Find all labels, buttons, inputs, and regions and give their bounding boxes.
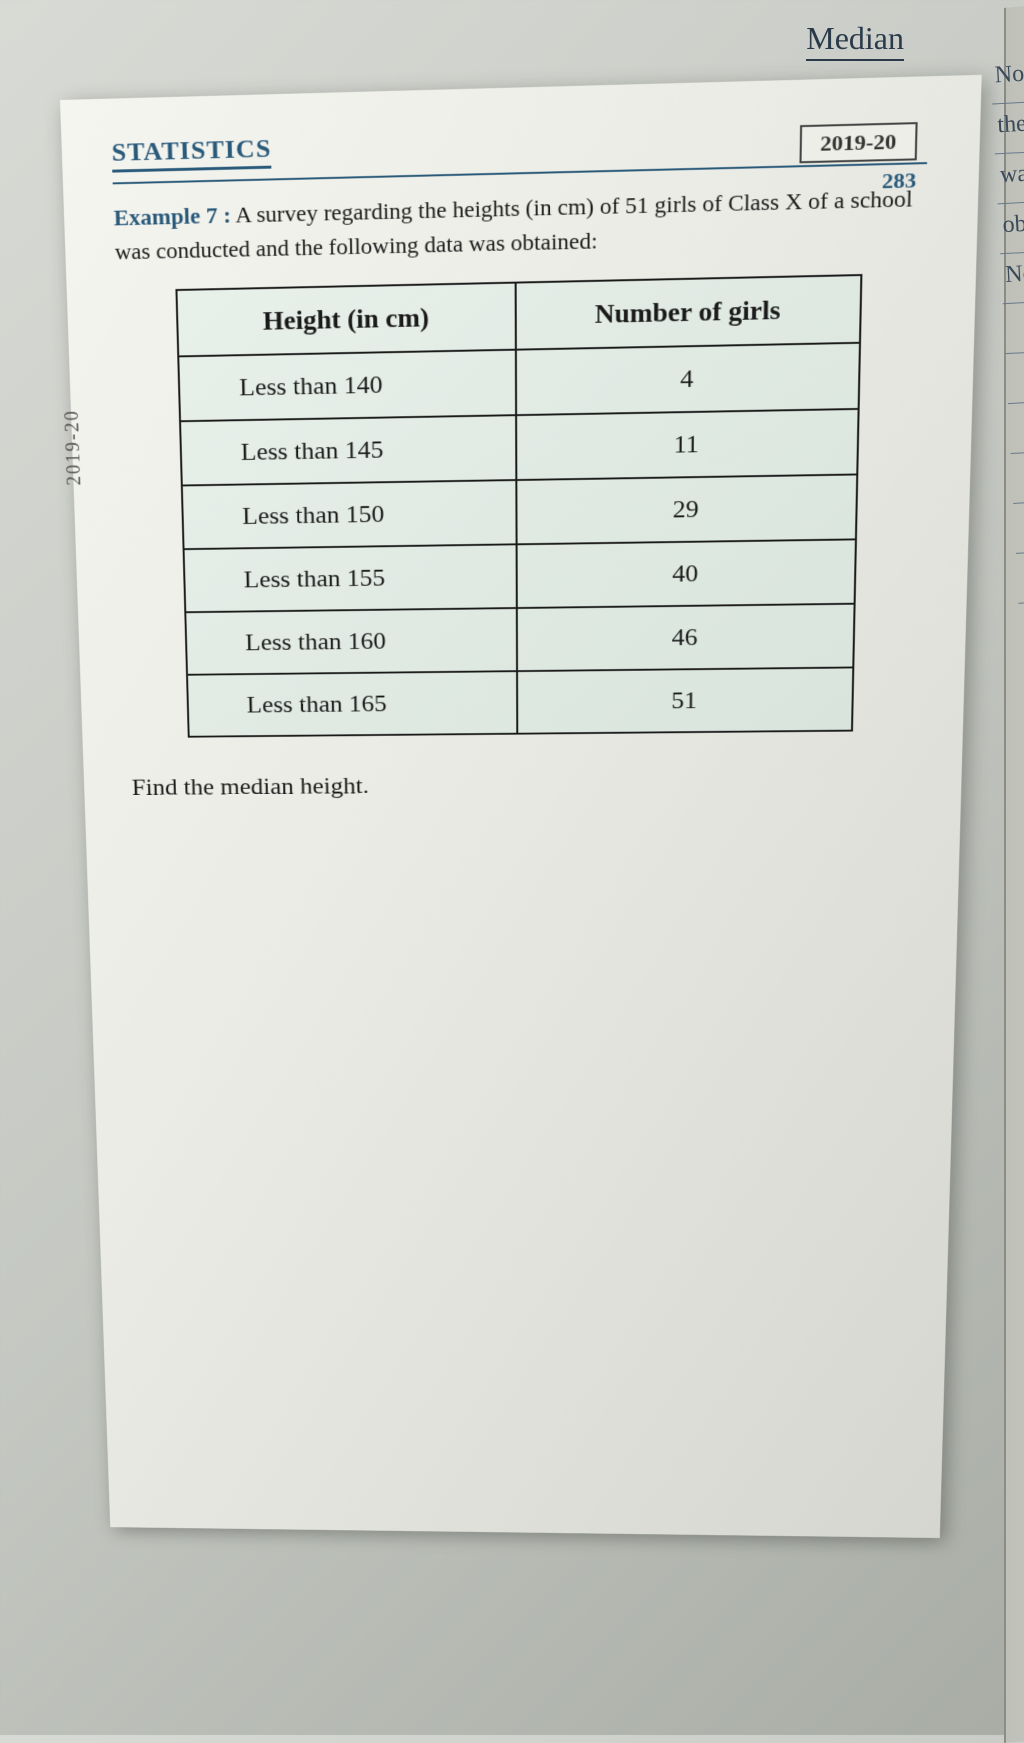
cell-height: Less than 140 — [178, 350, 516, 422]
note-line2: was con — [995, 146, 1024, 204]
note-line4: No. of — [1000, 246, 1024, 304]
cell-count: 11 — [516, 409, 859, 480]
note-line1: the heights — [992, 96, 1024, 154]
cell-height: Less than 145 — [180, 415, 516, 485]
header-number: Number of girls — [516, 275, 862, 350]
cell-count: 40 — [517, 539, 856, 608]
textbook-page: 2019-20 STATISTICS 2019-20 283 Example 7… — [60, 75, 982, 1538]
cell-count: 46 — [517, 604, 855, 671]
cell-height: Less than 150 — [182, 480, 517, 549]
table-row: Less than 145 11 — [180, 409, 859, 486]
question-text: Find the median height. — [131, 768, 912, 801]
table-row: Less than 165 51 — [187, 667, 853, 736]
table-row: Less than 150 29 — [182, 474, 857, 549]
table-row: Less than 155 40 — [184, 539, 856, 612]
heights-table: Height (in cm) Number of girls Less than… — [175, 274, 862, 738]
side-year-label: 2019-20 — [61, 409, 86, 485]
example-label: Example 7 : — [113, 203, 231, 230]
handwritten-median: Median — [806, 20, 904, 61]
section-title: STATISTICS — [111, 134, 271, 173]
cell-count: 4 — [516, 343, 860, 415]
note-no7: No.-7 — [990, 46, 1024, 104]
cell-height: Less than 155 — [184, 544, 517, 612]
cell-count: 29 — [516, 474, 857, 544]
year-box: 2019-20 — [799, 122, 918, 163]
cell-count: 51 — [517, 667, 853, 733]
page-number: 283 — [882, 167, 917, 194]
table-row: Less than 140 4 — [178, 343, 860, 421]
table-row: Less than 160 46 — [185, 604, 854, 675]
example-paragraph: Example 7 : A survey regarding the heigh… — [113, 182, 926, 269]
note-line3: obtained — [998, 196, 1024, 254]
cell-height: Less than 160 — [185, 608, 517, 675]
example-body: A survey regarding the heights (in cm) o… — [114, 186, 913, 263]
cell-height: Less than 165 — [187, 671, 517, 737]
header-height: Height (in cm) — [176, 283, 515, 357]
